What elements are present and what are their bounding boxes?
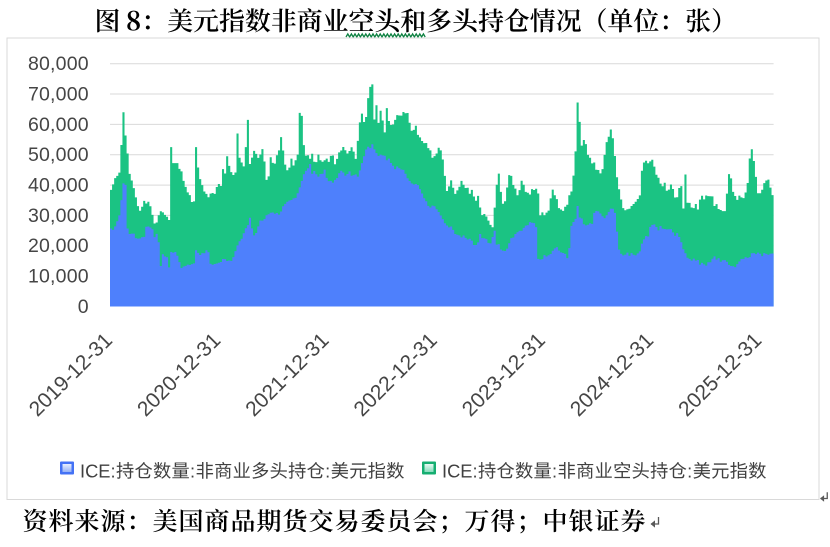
svg-text:ICE:: ICE: [442, 460, 478, 481]
svg-text:20,000: 20,000 [28, 235, 89, 257]
svg-text::: : [687, 460, 692, 481]
svg-text:0: 0 [78, 296, 89, 318]
svg-text:10,000: 10,000 [28, 266, 89, 288]
svg-text::: : [552, 460, 557, 481]
svg-text:40,000: 40,000 [28, 175, 89, 197]
svg-text::: : [325, 460, 330, 481]
svg-text:50,000: 50,000 [28, 144, 89, 166]
svg-text:80,000: 80,000 [28, 53, 89, 75]
svg-text:70,000: 70,000 [28, 83, 89, 105]
svg-text:60,000: 60,000 [28, 114, 89, 136]
svg-text:30,000: 30,000 [28, 205, 89, 227]
svg-text:ICE:: ICE: [80, 460, 116, 481]
svg-text::: : [190, 460, 195, 481]
